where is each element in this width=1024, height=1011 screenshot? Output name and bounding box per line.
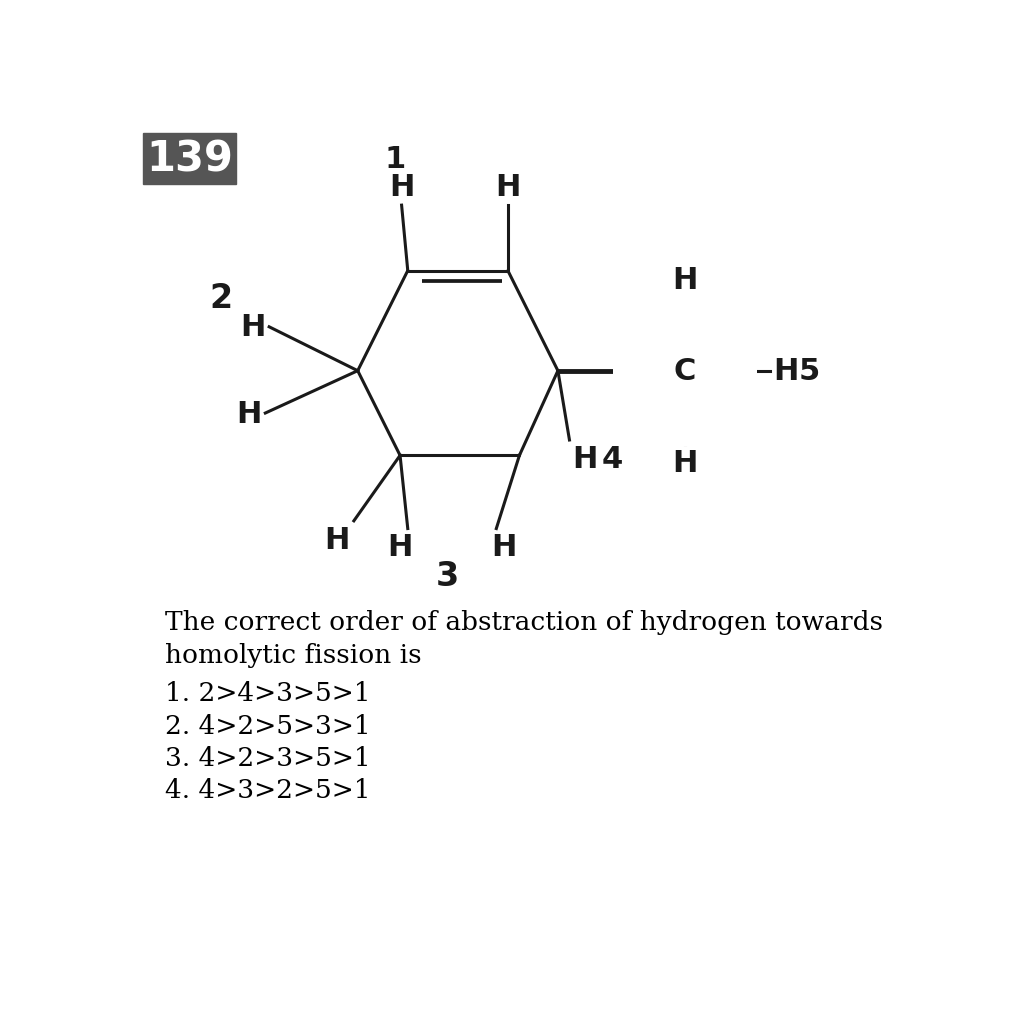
Text: H: H <box>673 448 697 477</box>
Text: 139: 139 <box>146 139 232 180</box>
Text: H: H <box>571 445 597 473</box>
Text: 3. 4>2>3>5>1: 3. 4>2>3>5>1 <box>165 745 371 770</box>
Text: 1. 2>4>3>5>1: 1. 2>4>3>5>1 <box>165 680 371 706</box>
Text: 1: 1 <box>385 145 407 174</box>
Text: 5: 5 <box>799 357 820 386</box>
Text: 3: 3 <box>436 560 460 592</box>
Text: C: C <box>674 357 696 386</box>
FancyBboxPatch shape <box>143 133 237 185</box>
Text: H: H <box>387 533 413 562</box>
Text: H: H <box>237 399 261 428</box>
Text: H: H <box>240 313 265 342</box>
Text: H: H <box>496 173 520 202</box>
Text: 2: 2 <box>209 282 232 314</box>
Text: H: H <box>773 357 799 386</box>
Text: H: H <box>325 525 350 554</box>
Text: H: H <box>673 266 697 294</box>
Text: H: H <box>492 533 517 562</box>
Text: H: H <box>389 173 415 202</box>
Text: The correct order of abstraction of hydrogen towards: The correct order of abstraction of hydr… <box>165 610 884 635</box>
Text: homolytic fission is: homolytic fission is <box>165 642 422 667</box>
Text: 4. 4>3>2>5>1: 4. 4>3>2>5>1 <box>165 777 371 803</box>
Text: 2. 4>2>5>3>1: 2. 4>2>5>3>1 <box>165 713 371 738</box>
Text: 4: 4 <box>602 445 623 473</box>
